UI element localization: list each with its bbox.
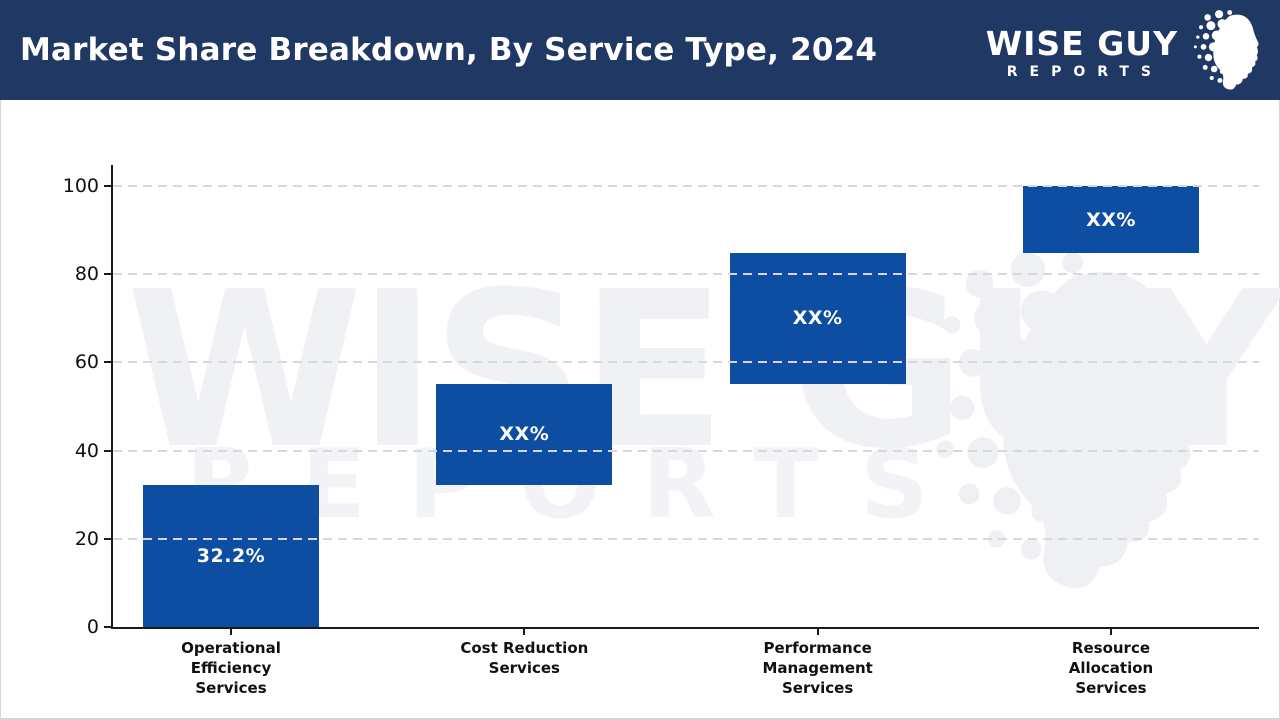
y-axis-tick bbox=[104, 185, 112, 187]
waterfall-bar: 32.2% bbox=[143, 484, 319, 627]
bar-value-label: XX% bbox=[499, 423, 550, 446]
face-profile-watermark bbox=[921, 252, 1195, 588]
category-label: Performance Management Services bbox=[762, 639, 873, 697]
y-axis-tick-label: 80 bbox=[74, 263, 99, 286]
bar-value-label: 32.2% bbox=[196, 544, 266, 567]
waterfall-bar: XX% bbox=[436, 383, 613, 485]
category-label: Cost Reduction Services bbox=[460, 639, 589, 677]
gridline bbox=[113, 537, 1259, 540]
y-axis-tick bbox=[104, 626, 112, 628]
y-axis-tick bbox=[104, 273, 112, 276]
chart-panel: WISE GUY REPORTS 32.2% Operational Effici… bbox=[0, 100, 1280, 720]
x-axis-tick bbox=[1109, 627, 1112, 635]
logo-wordmark: WISE GUY REPORTS bbox=[985, 24, 1178, 81]
y-axis-tick bbox=[104, 537, 112, 540]
y-axis-line bbox=[111, 165, 113, 629]
y-axis-tick-label: 60 bbox=[74, 351, 99, 374]
y-axis-tick-label: 20 bbox=[74, 527, 99, 550]
y-axis-tick-label: 100 bbox=[62, 175, 99, 197]
y-axis-tick-label: 0 bbox=[86, 616, 99, 638]
gridline bbox=[113, 273, 1259, 276]
category-label: Resource Allocation Services bbox=[1068, 639, 1154, 697]
category-label: Operational Efficiency Services bbox=[181, 639, 281, 697]
y-axis-tick bbox=[104, 449, 112, 452]
gridline bbox=[113, 449, 1259, 452]
logo-wordmark-main: WISE GUY bbox=[985, 24, 1178, 63]
brand-logo: WISE GUY REPORTS bbox=[986, 4, 1268, 96]
logo-wordmark-sub: REPORTS bbox=[1006, 64, 1164, 80]
y-axis-tick-label: 40 bbox=[74, 439, 99, 462]
x-axis-tick bbox=[816, 627, 819, 635]
header: Market Share Breakdown, By Service Type,… bbox=[0, 0, 1280, 100]
bar-value-label: XX% bbox=[792, 307, 843, 330]
y-axis-tick bbox=[104, 361, 112, 364]
waterfall-bar: XX% bbox=[1022, 186, 1199, 254]
gridline bbox=[113, 361, 1259, 364]
page-title: Market Share Breakdown, By Service Type,… bbox=[20, 32, 878, 68]
face-profile-logo-icon bbox=[1193, 10, 1259, 90]
x-axis-line bbox=[111, 627, 1259, 629]
bar-value-label: XX% bbox=[1086, 208, 1136, 231]
x-axis-tick bbox=[523, 627, 526, 635]
gridline bbox=[113, 185, 1259, 187]
x-axis-tick bbox=[230, 627, 232, 635]
